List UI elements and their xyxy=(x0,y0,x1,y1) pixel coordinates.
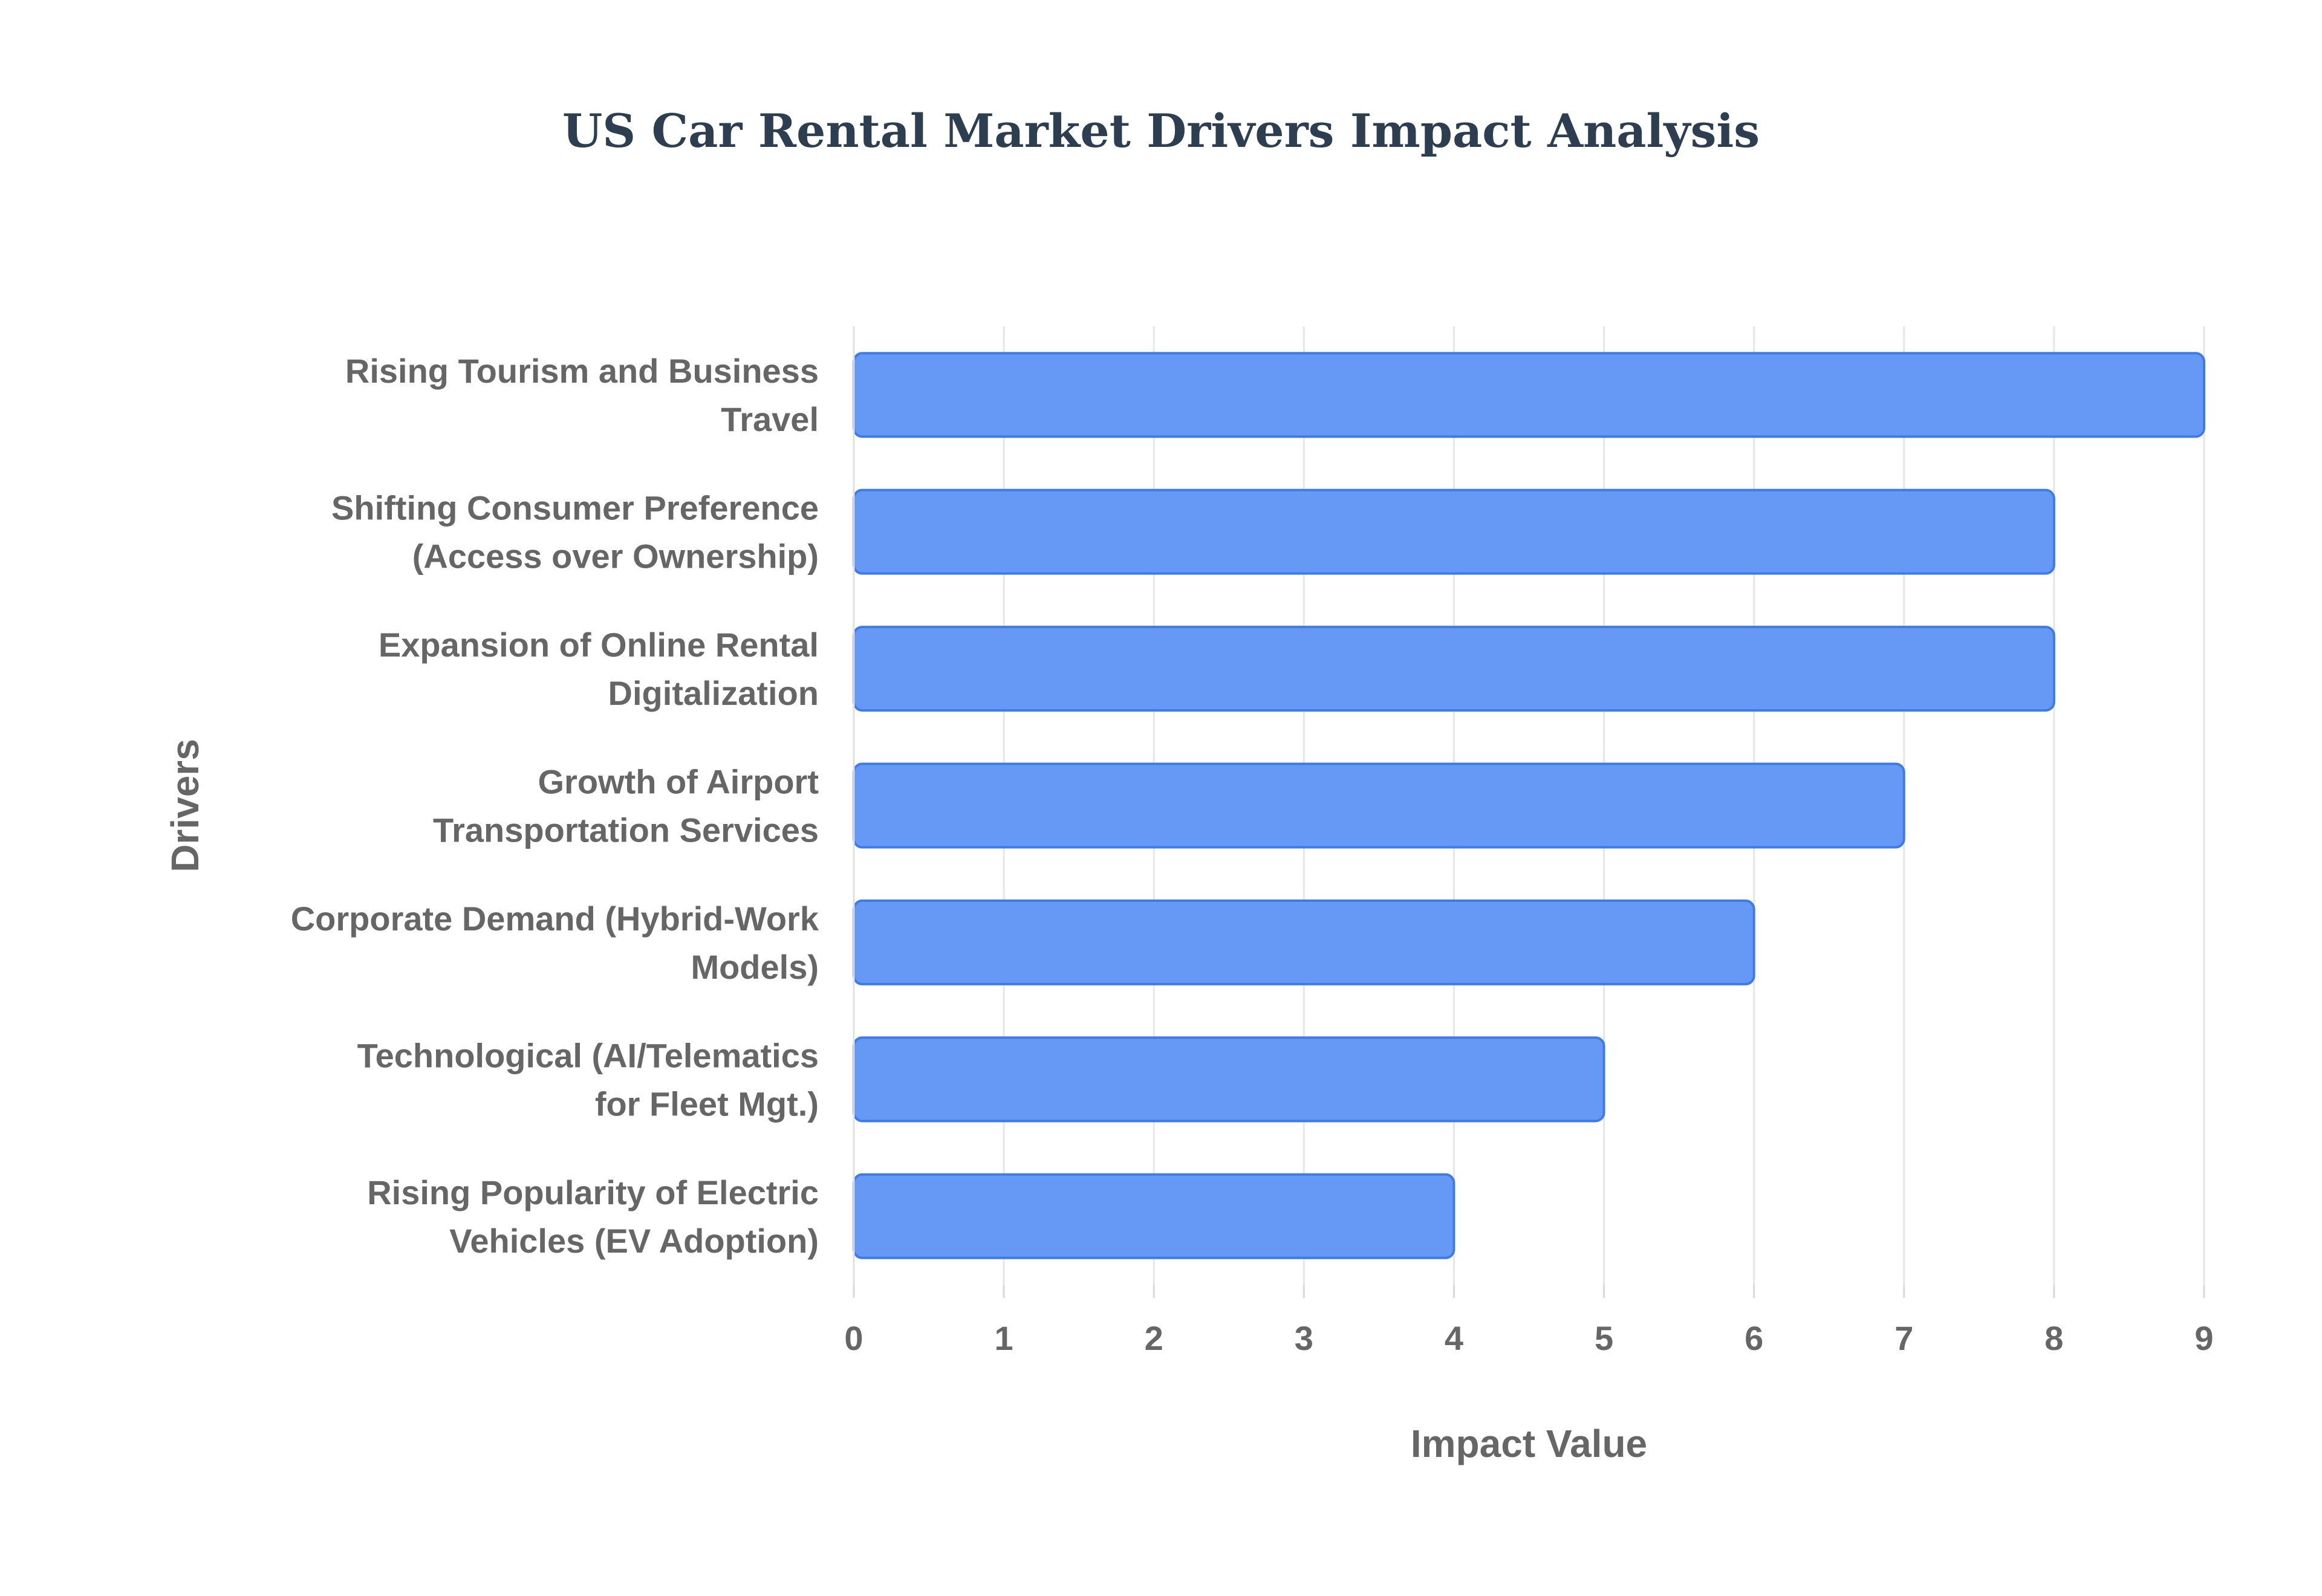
bar xyxy=(853,488,2055,575)
bar xyxy=(853,626,2055,712)
y-category-label: Rising Tourism and Business xyxy=(345,352,819,390)
y-axis-title: Drivers xyxy=(163,739,207,872)
x-axis-title: Impact Value xyxy=(1411,1422,1647,1465)
y-category-label: Transportation Services xyxy=(433,811,819,849)
x-tick-label: 5 xyxy=(1595,1319,1613,1357)
bar xyxy=(853,352,2205,438)
y-category-label: Vehicles (EV Adoption) xyxy=(449,1222,819,1260)
y-category-label: Corporate Demand (Hybrid-Work xyxy=(291,900,819,938)
bar xyxy=(853,899,1755,985)
axes xyxy=(853,326,2205,1298)
y-category-label: Rising Popularity of Electric xyxy=(367,1173,819,1212)
x-tick-label: 9 xyxy=(2194,1319,2213,1357)
y-category-label: Technological (AI/Telematics xyxy=(357,1036,819,1074)
y-category-label: (Access over Ownership) xyxy=(412,537,819,576)
bars xyxy=(853,352,2205,1259)
chart-title: US Car Rental Market Drivers Impact Anal… xyxy=(562,104,1760,158)
x-tick-label: 1 xyxy=(995,1319,1013,1357)
x-tick-label: 4 xyxy=(1445,1319,1463,1357)
bar xyxy=(853,1173,1455,1259)
x-tick-label: 6 xyxy=(1745,1319,1763,1357)
x-tick-label: 2 xyxy=(1145,1319,1163,1357)
y-category-label: Expansion of Online Rental xyxy=(379,626,819,664)
x-tick-label: 7 xyxy=(1894,1319,1913,1357)
x-tick-label: 0 xyxy=(844,1319,863,1357)
y-category-label: Shifting Consumer Preference xyxy=(331,489,819,527)
y-category-label: Models) xyxy=(691,948,819,986)
y-category-label: for Fleet Mgt.) xyxy=(595,1085,819,1123)
labels: 0 1 2 3 4 5 6 7 8 9 Rising Tourism and Business Tra… xyxy=(291,352,2214,1357)
bar xyxy=(853,762,1905,849)
x-tick-label: 8 xyxy=(2044,1319,2063,1357)
y-category-label: Digitalization xyxy=(608,674,819,712)
y-category-label: Growth of Airport xyxy=(538,763,819,801)
x-tick-label: 3 xyxy=(1295,1319,1313,1357)
bar xyxy=(853,1036,1605,1123)
y-category-label: Travel xyxy=(721,400,819,438)
